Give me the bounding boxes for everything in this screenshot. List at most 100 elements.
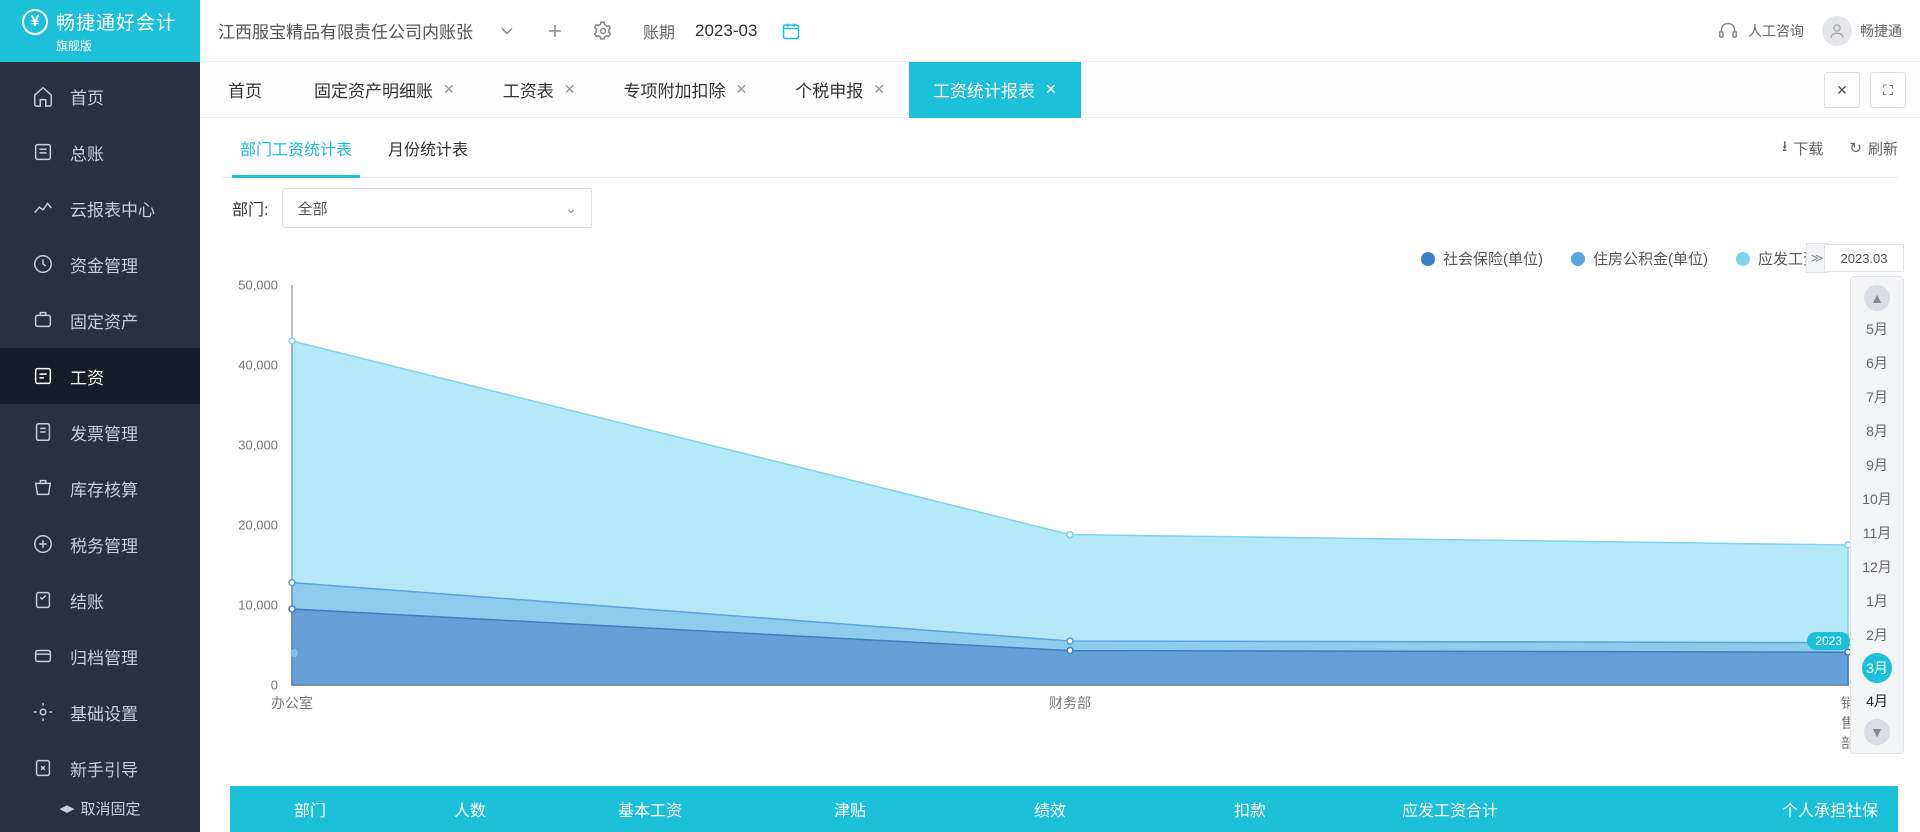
plus-icon[interactable]	[541, 17, 569, 45]
month-up[interactable]: ▲	[1864, 285, 1890, 311]
nav-icon	[32, 701, 54, 723]
speaker-icon: ◂▸	[59, 799, 74, 817]
nav-item[interactable]: 工资	[0, 348, 200, 404]
nav-label: 云报表中心	[70, 196, 155, 221]
unpin-label: 取消固定	[81, 798, 141, 819]
table-header-cell: 部门	[230, 797, 390, 821]
month-option[interactable]: 12月	[1862, 551, 1892, 583]
tabs-row: 首页固定资产明细账✕工资表✕专项附加扣除✕个税申报✕工资统计报表✕ ✕ ⛶	[200, 62, 1920, 118]
nav-icon	[32, 253, 54, 275]
nav-item[interactable]: 基础设置	[0, 684, 200, 740]
nav-item[interactable]: 总账	[0, 124, 200, 180]
unpin-button[interactable]: ◂▸ 取消固定	[0, 784, 200, 832]
nav-icon	[32, 645, 54, 667]
tab-label: 工资统计报表	[933, 77, 1035, 102]
tab[interactable]: 首页	[218, 62, 290, 118]
tab-label: 专项附加扣除	[623, 77, 725, 102]
help-label: 人工咨询	[1748, 21, 1804, 41]
subtab[interactable]: 月份统计表	[370, 118, 486, 178]
tab[interactable]: 个税申报✕	[771, 62, 909, 118]
nav-item[interactable]: 结账	[0, 572, 200, 628]
user-name: 畅捷通	[1860, 21, 1902, 41]
month-option[interactable]: 5月	[1866, 313, 1888, 345]
month-option[interactable]: 4月	[1866, 685, 1888, 717]
nav-item[interactable]: 归档管理	[0, 628, 200, 684]
close-icon[interactable]: ✕	[735, 81, 747, 98]
month-option[interactable]: 1月	[1866, 585, 1888, 617]
gear-icon[interactable]	[589, 17, 617, 45]
table-header-cell: 绩效	[950, 797, 1150, 821]
brand: ¥ 畅捷通好会计 旗舰版	[0, 0, 200, 62]
dept-select[interactable]: 全部 ⌄	[282, 188, 592, 228]
table-header-cell: 扣款	[1150, 797, 1350, 821]
table-header: 部门人数基本工资津贴绩效扣款应发工资合计个人承担社保	[222, 786, 1898, 832]
nav-icon	[32, 141, 54, 163]
table-header-cell: 人数	[390, 797, 550, 821]
y-axis-label: 10,000	[222, 598, 278, 613]
nav-item[interactable]: 发票管理	[0, 404, 200, 460]
fullscreen-button[interactable]: ⛶	[1870, 72, 1906, 108]
x-axis-label: 财务部	[1049, 693, 1091, 713]
month-option[interactable]: 3月	[1862, 653, 1892, 683]
tab[interactable]: 专项附加扣除 ✕	[599, 62, 771, 118]
month-option[interactable]: 7月	[1866, 381, 1888, 413]
month-option[interactable]: 6月	[1866, 347, 1888, 379]
content: 部门工资统计表月份统计表 ⭳下载 ↻刷新 部门: 全部 ⌄ 社会保险(单位) 住房…	[200, 118, 1920, 832]
user-menu[interactable]: 畅捷通	[1822, 16, 1902, 46]
chart-svg	[282, 285, 1858, 715]
nav-label: 基础设置	[70, 700, 138, 725]
month-option[interactable]: 8月	[1866, 415, 1888, 447]
legend-label: 社会保险(单位)	[1443, 248, 1543, 269]
nav-item[interactable]: 固定资产	[0, 292, 200, 348]
refresh-button[interactable]: ↻刷新	[1849, 138, 1898, 159]
calendar-icon[interactable]	[777, 17, 805, 45]
tab[interactable]: 固定资产明细账 ✕	[290, 62, 479, 118]
month-option[interactable]: 9月	[1866, 449, 1888, 481]
month-option[interactable]: 11月	[1863, 517, 1892, 549]
scatter-dot	[290, 649, 298, 657]
filter-row: 部门: 全部 ⌄	[222, 178, 1898, 238]
close-icon[interactable]: ✕	[564, 81, 576, 98]
nav-item[interactable]: 税务管理	[0, 516, 200, 572]
nav-icon	[32, 477, 54, 499]
nav-label: 新手引导	[70, 756, 138, 781]
nav-item[interactable]: 云报表中心	[0, 180, 200, 236]
nav-item[interactable]: 新手引导	[0, 740, 200, 784]
nav-item[interactable]: 首页	[0, 68, 200, 124]
close-icon[interactable]: ✕	[443, 81, 455, 98]
company-name[interactable]: 江西服宝精品有限责任公司内账张	[218, 18, 473, 43]
tab[interactable]: 工资表 ✕	[479, 62, 600, 118]
subtab-row: 部门工资统计表月份统计表 ⭳下载 ↻刷新	[222, 118, 1898, 178]
legend-dot	[1421, 252, 1435, 266]
legend-item[interactable]: 住房公积金(单位)	[1571, 248, 1708, 269]
tab-label: 工资表	[503, 77, 554, 102]
close-icon[interactable]: ✕	[1045, 81, 1057, 98]
company-chevron-icon[interactable]	[493, 17, 521, 45]
table-header-cell: 津贴	[750, 797, 950, 821]
brand-title: 畅捷通好会计	[56, 8, 176, 35]
nav-icon	[32, 533, 54, 555]
nav-item[interactable]: 资金管理	[0, 236, 200, 292]
tab[interactable]: 工资统计报表 ✕	[909, 62, 1081, 118]
help-button[interactable]: 人工咨询	[1714, 17, 1804, 45]
topbar: 江西服宝精品有限责任公司内账张 账期 2023-03 人工咨询 畅捷通	[200, 0, 1920, 62]
month-option[interactable]: 2月	[1866, 619, 1888, 651]
legend-item[interactable]: 社会保险(单位)	[1421, 248, 1543, 269]
nav-label: 税务管理	[70, 532, 138, 557]
close-icon[interactable]: ✕	[873, 81, 885, 98]
month-option[interactable]: 10月	[1862, 483, 1892, 515]
nav-label: 固定资产	[70, 308, 138, 333]
download-button[interactable]: ⭳下载	[1782, 136, 1823, 161]
period-value: 2023-03	[695, 21, 757, 41]
subtab[interactable]: 部门工资统计表	[222, 118, 370, 178]
chart-plot: 010,00020,00030,00040,00050,000办公室财务部销售部	[282, 285, 1858, 715]
month-down[interactable]: ▼	[1864, 719, 1890, 745]
tab-label: 固定资产明细账	[314, 77, 433, 102]
brand-sub: 旗舰版	[56, 37, 200, 54]
nav-icon	[32, 757, 54, 779]
nav-item[interactable]: 库存核算	[0, 460, 200, 516]
legend-dot	[1571, 252, 1585, 266]
legend-label: 住房公积金(单位)	[1593, 248, 1708, 269]
nav-label: 归档管理	[70, 644, 138, 669]
close-tab-button[interactable]: ✕	[1824, 72, 1860, 108]
